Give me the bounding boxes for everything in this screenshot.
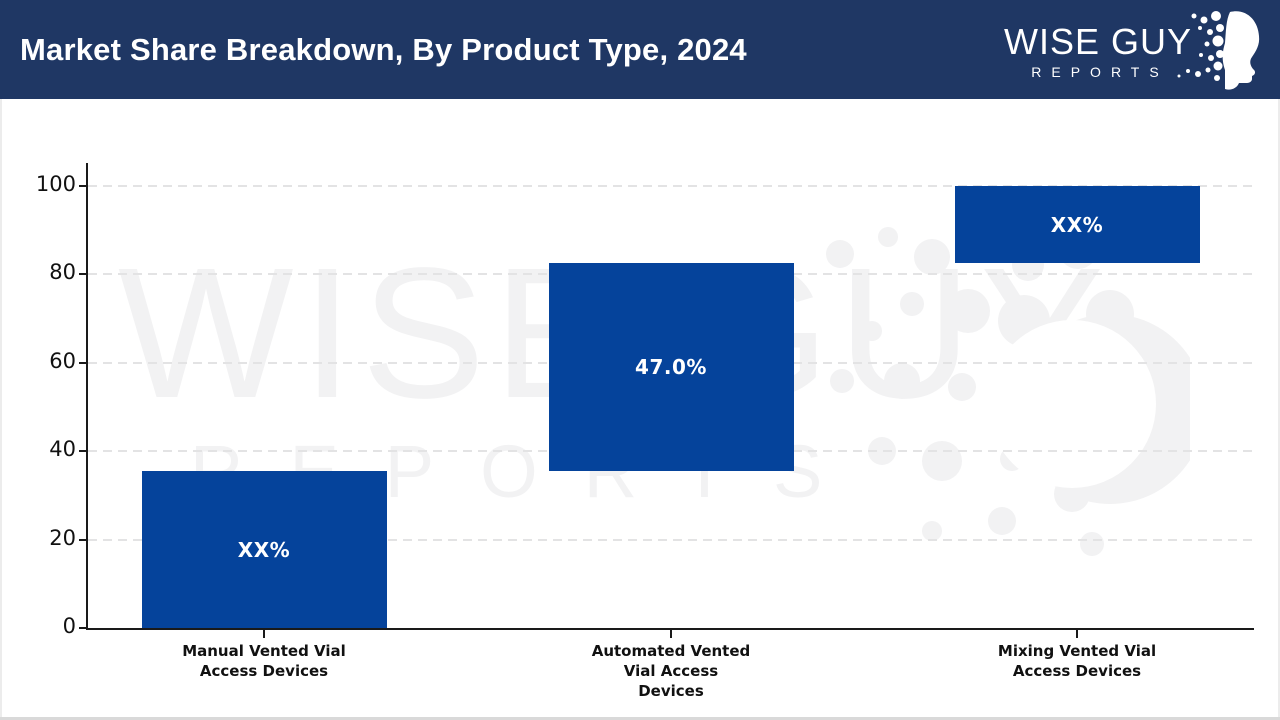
frame-border-right [1278, 99, 1280, 720]
chart-area: WISE GUY REPORTS 0 20 40 60 80 100 [0, 99, 1280, 717]
y-tick-label-0: 0 [62, 614, 76, 638]
brand-logo: WISE GUY REPORTS [1004, 8, 1262, 92]
logo-name: WISE GUY [1003, 21, 1192, 62]
x-tick-mark-3 [1076, 630, 1078, 638]
y-tick-mark-40 [79, 450, 87, 453]
gridline-100 [88, 185, 1253, 187]
y-tick-mark-0 [79, 627, 87, 629]
category-label-2: Automated Vented Vial Access Devices [591, 642, 751, 700]
y-tick-mark-20 [79, 538, 87, 541]
y-tick-label-80: 80 [49, 260, 76, 285]
x-tick-mark-2 [670, 630, 672, 638]
logo-subtitle: REPORTS [1031, 64, 1169, 80]
logo-head-icon [1177, 11, 1260, 90]
logo-wordmark: WISE GUY REPORTS [1003, 21, 1192, 81]
x-axis-line [86, 628, 1254, 630]
bar-segment-1: XX% [141, 471, 387, 628]
y-tick-label-100: 100 [35, 172, 76, 196]
x-tick-mark-1 [263, 630, 265, 638]
watermark-head-icon [826, 227, 1190, 556]
category-label-3: Mixing Vented Vial Access Devices [997, 642, 1157, 680]
header: Market Share Breakdown, By Product Type,… [0, 0, 1280, 99]
bar-segment-2: 47.0% [548, 263, 794, 472]
bar-value-label: XX% [1050, 212, 1104, 237]
bar-value-label: 47.0% [635, 355, 707, 380]
bar-segment-3: XX% [954, 186, 1200, 264]
y-axis-line [86, 163, 88, 630]
y-tick-mark-80 [79, 273, 87, 276]
category-label-1: Manual Vented Vial Access Devices [182, 642, 346, 680]
page-title: Market Share Breakdown, By Product Type,… [20, 31, 747, 67]
y-tick-mark-60 [79, 361, 87, 364]
y-tick-label-20: 20 [49, 525, 76, 550]
frame-border-bottom [0, 717, 1280, 720]
gridline-20 [88, 538, 1253, 541]
bar-value-label: XX% [237, 537, 291, 562]
y-tick-mark-100 [79, 185, 87, 187]
frame-border-left [0, 99, 2, 720]
y-tick-label-60: 60 [49, 348, 76, 373]
y-tick-label-40: 40 [49, 437, 76, 462]
